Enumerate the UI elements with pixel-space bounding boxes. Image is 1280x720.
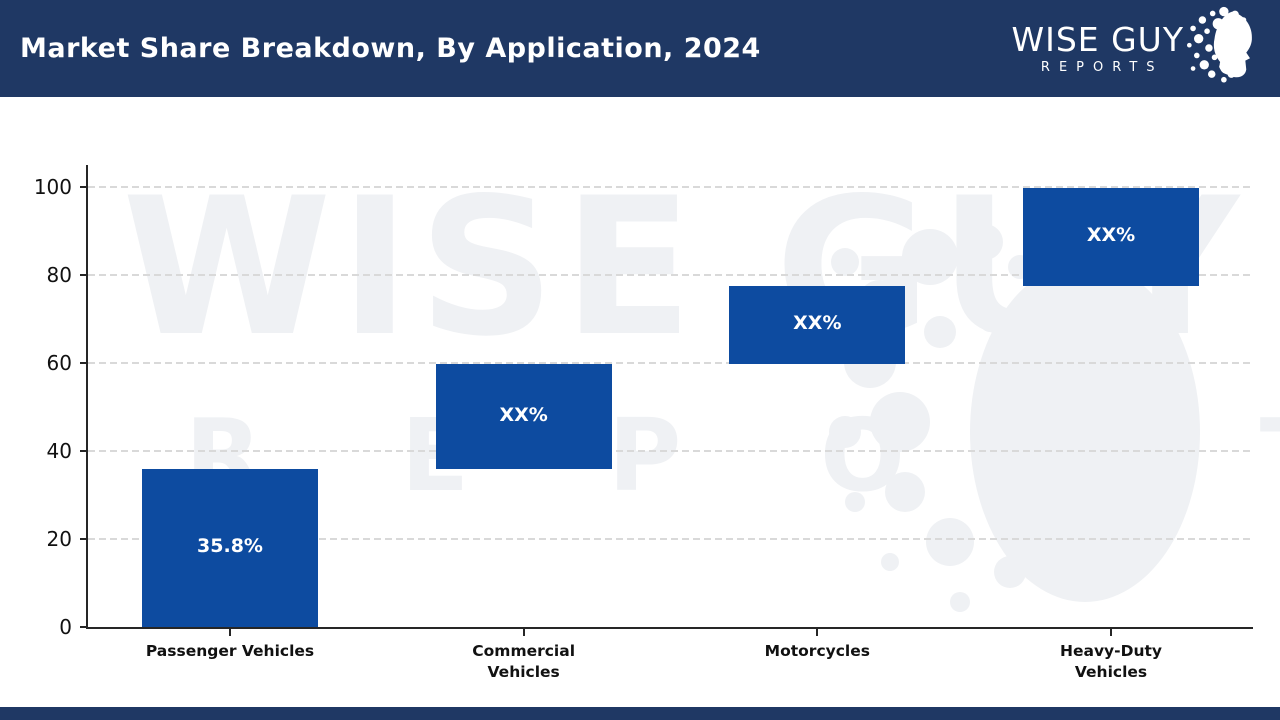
y-tick-label: 40 — [46, 439, 72, 463]
x-tick-label: Passenger Vehicles — [145, 642, 315, 660]
x-tick-label: Motorcycles — [764, 642, 870, 660]
logo-wordmark: WISE GUY — [1011, 19, 1184, 59]
y-tick-label: 100 — [33, 175, 72, 199]
logo-subtitle: REPORTS — [1040, 59, 1164, 75]
bar-value-label: XX% — [793, 312, 842, 335]
x-tick-mark — [522, 629, 525, 636]
x-tick-mark — [816, 629, 819, 636]
gridline — [88, 186, 1253, 188]
logo-head-icon — [1187, 6, 1252, 83]
bar-value-label: XX% — [499, 403, 548, 426]
y-tick-mark — [80, 450, 87, 452]
y-tick-label: 80 — [46, 263, 72, 287]
y-axis-spine — [86, 165, 88, 629]
bar — [1023, 187, 1199, 286]
gridline — [88, 538, 1253, 540]
gridline — [88, 362, 1253, 364]
header-bar: Market Share Breakdown, By Application, … — [0, 0, 1280, 97]
gridline — [88, 450, 1253, 452]
y-tick-mark — [80, 362, 87, 364]
plot-area: WISE GUY R E P O R T S 02040608010035.8%… — [0, 97, 1280, 707]
bar-value-label: XX% — [1086, 223, 1136, 246]
x-tick-label: Commercial Vehicles — [472, 642, 576, 681]
y-tick-label: 20 — [46, 527, 72, 551]
bar — [142, 469, 318, 627]
footer-bar — [0, 707, 1280, 720]
wiseguy-logo: WISE GUY REPORTS — [1011, 6, 1266, 90]
x-axis-spine — [86, 627, 1253, 629]
bar — [729, 286, 906, 365]
y-tick-label: 0 — [59, 615, 72, 639]
y-tick-mark — [80, 538, 87, 540]
chart-title: Market Share Breakdown, By Application, … — [20, 33, 761, 64]
watermark-subtitle: R E P O R T S — [185, 397, 1280, 514]
bar — [435, 364, 612, 470]
gridline — [88, 274, 1253, 276]
logo-text: WISE GUY REPORTS — [1011, 19, 1184, 75]
y-tick-mark — [80, 186, 87, 188]
y-tick-mark — [80, 626, 87, 628]
y-tick-mark — [80, 274, 87, 276]
x-tick-mark — [1110, 629, 1112, 636]
y-tick-label: 60 — [46, 351, 72, 375]
x-tick-mark — [229, 629, 231, 636]
x-tick-label: Heavy-Duty Vehicles — [1060, 642, 1162, 681]
bar-value-label: 35.8% — [197, 535, 263, 558]
